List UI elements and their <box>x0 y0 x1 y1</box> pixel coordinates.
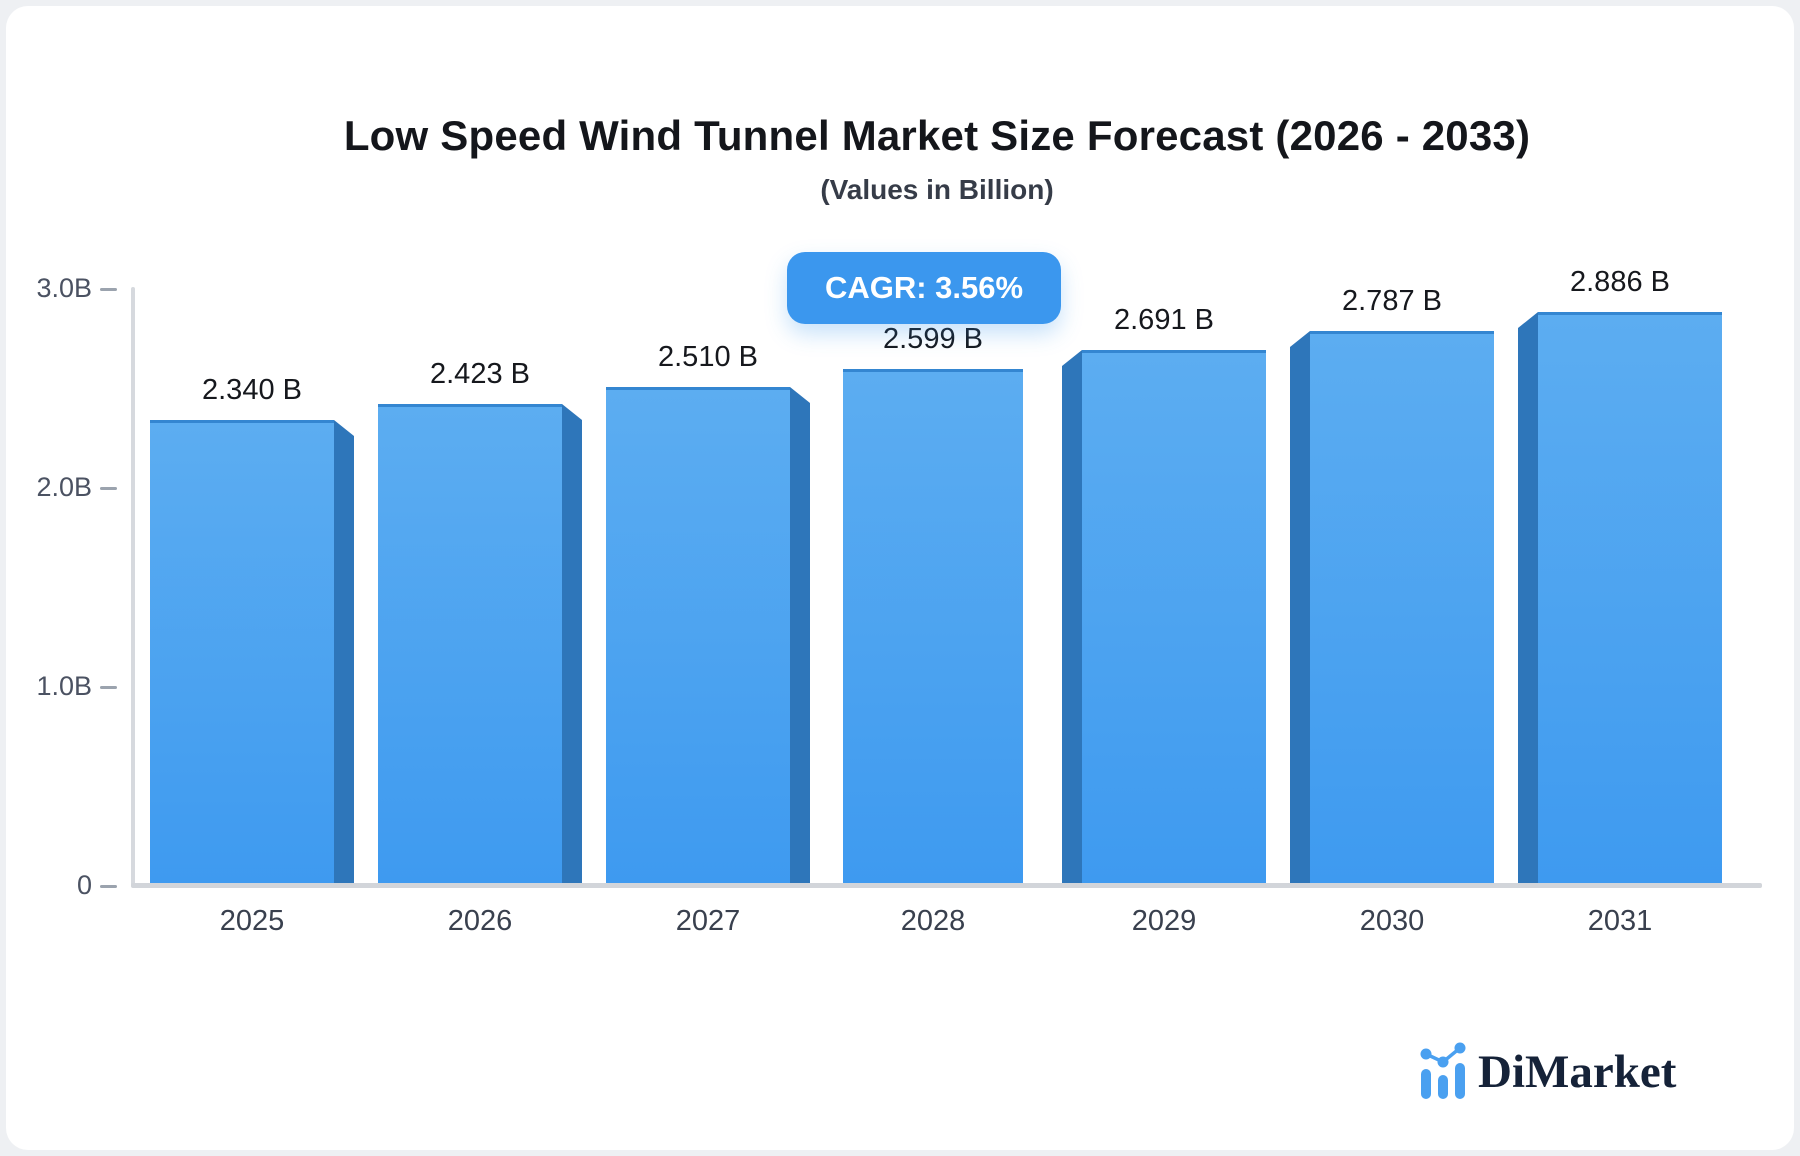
y-tick-mark <box>100 288 117 291</box>
bar-value-label: 2.510 B <box>658 341 758 373</box>
y-tick-label: 0 <box>76 870 92 900</box>
bar <box>150 420 334 886</box>
bar-side-face <box>1518 312 1538 886</box>
bar-side-face <box>1062 350 1082 886</box>
brand-logo-text: DiMarket <box>1478 1046 1677 1098</box>
cagr-badge: CAGR: 3.56% <box>787 252 1061 324</box>
bar <box>378 404 562 886</box>
chart-title: Low Speed Wind Tunnel Market Size Foreca… <box>343 112 1531 159</box>
x-category-label: 2029 <box>1131 905 1197 937</box>
x-category-label: 2027 <box>675 905 741 937</box>
bar-chart-trend-icon <box>1420 1042 1466 1099</box>
y-tick-label: 2.0B <box>36 472 92 502</box>
bar-value-label: 2.886 B <box>1570 266 1670 298</box>
y-tick-label: 3.0B <box>36 273 92 303</box>
x-category-label: 2031 <box>1587 905 1653 937</box>
bar <box>843 369 1023 886</box>
bar-value-label: 2.340 B <box>202 374 302 406</box>
y-tick-mark <box>100 487 117 490</box>
bar <box>1538 312 1722 886</box>
bar-value-label: 2.691 B <box>1114 304 1214 336</box>
x-category-label: 2026 <box>447 905 513 937</box>
y-tick-label: 1.0B <box>36 671 92 701</box>
bar-value-label: 2.787 B <box>1342 285 1442 317</box>
y-tick-mark <box>100 686 117 689</box>
bar <box>1310 331 1494 886</box>
x-axis-baseline <box>131 883 1762 888</box>
y-axis-line <box>131 287 135 886</box>
bar-side-face <box>1290 331 1310 886</box>
bar <box>606 387 790 886</box>
bar <box>1082 350 1266 886</box>
chart-subtitle: (Values in Billion) <box>820 174 1054 205</box>
brand-logo: DiMarket <box>1420 1038 1676 1100</box>
bar-value-label: 2.599 B <box>883 323 983 355</box>
y-tick-mark <box>100 885 117 888</box>
bar-side-face <box>790 387 810 886</box>
x-category-label: 2030 <box>1359 905 1425 937</box>
bar-value-label: 2.423 B <box>430 358 530 390</box>
bar-side-face <box>562 404 582 886</box>
x-category-label: 2025 <box>219 905 285 937</box>
bar-side-face <box>334 420 354 886</box>
x-category-label: 2028 <box>900 905 966 937</box>
